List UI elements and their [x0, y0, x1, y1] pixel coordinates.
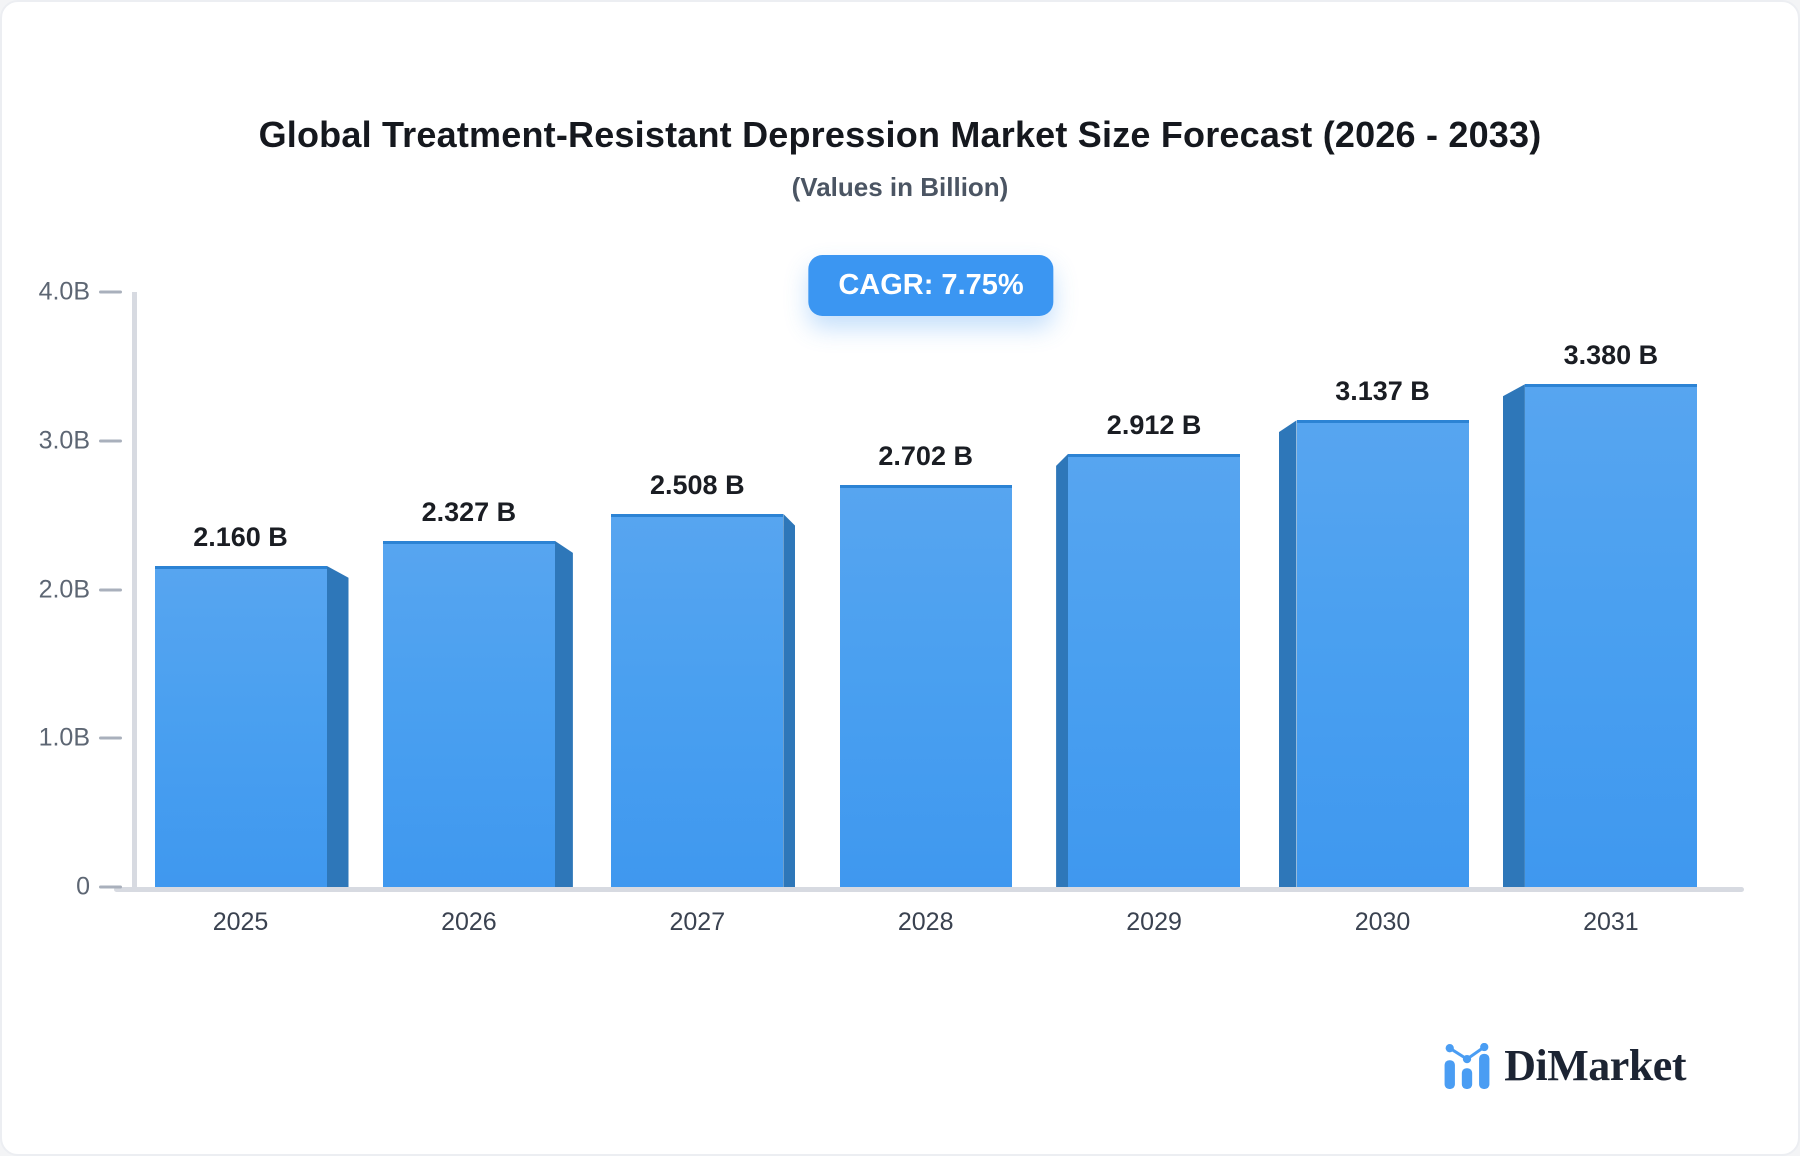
- bar-side-panel: [554, 540, 573, 887]
- y-tick-label: 0: [76, 872, 90, 901]
- x-axis-label: 2025: [212, 908, 269, 936]
- y-tick-dash: [99, 588, 122, 591]
- bar-2031[interactable]: 3.380 B: [1502, 340, 1697, 887]
- bar-face: [1524, 384, 1697, 887]
- x-axis-label: 2030: [1354, 908, 1411, 936]
- bar-2029[interactable]: 2.912 B: [1056, 410, 1241, 887]
- chart-title: Global Treatment-Resistant Depression Ma…: [258, 114, 1542, 155]
- bar-face: [382, 540, 555, 887]
- bar-2027[interactable]: 2.508 B: [611, 470, 796, 887]
- bar-2026[interactable]: 2.327 B: [382, 497, 573, 887]
- bar-value-label: 3.137 B: [1335, 376, 1430, 407]
- chart-subtitle: (Values in Billion): [791, 172, 1009, 202]
- bar-value-label: 2.327 B: [421, 496, 517, 527]
- brand-logo: DiMarket: [1444, 1040, 1686, 1091]
- bar-side-panel: [783, 513, 796, 887]
- x-axis-label: 2028: [897, 908, 954, 936]
- y-tick-dash: [99, 736, 122, 740]
- x-axis-label: 2029: [1126, 908, 1182, 936]
- bar-side-panel: [1278, 420, 1297, 887]
- y-tick-dash: [99, 885, 122, 889]
- bar-face: [839, 485, 1012, 887]
- y-tick-label: 1.0B: [38, 723, 90, 752]
- y-tick-label: 3.0B: [38, 426, 90, 455]
- brand-name: DiMarket: [1504, 1041, 1686, 1090]
- bar-value-label: 2.508 B: [650, 469, 745, 500]
- y-tick-label: 2.0B: [38, 575, 90, 603]
- y-axis-line: [132, 292, 137, 890]
- y-tick-dash: [99, 290, 122, 294]
- bar-2025[interactable]: 2.160 B: [154, 522, 349, 887]
- bar-2030[interactable]: 3.137 B: [1278, 376, 1469, 887]
- bar-face: [154, 565, 327, 887]
- bar-face: [1068, 453, 1241, 887]
- y-tick-dash: [99, 439, 122, 443]
- bar-face: [1296, 420, 1469, 887]
- x-axis-label: 2026: [441, 908, 497, 936]
- y-tick-label: 4.0B: [38, 277, 90, 306]
- bar-value-label: 2.912 B: [1106, 409, 1202, 440]
- x-axis-label: 2027: [669, 908, 726, 936]
- bar-side-panel: [1502, 384, 1525, 887]
- bar-side-panel: [326, 565, 349, 887]
- bar-side-panel: [1056, 453, 1069, 887]
- bar-value-label: 2.160 B: [193, 521, 288, 552]
- bar-value-label: 3.380 B: [1563, 340, 1659, 371]
- x-axis-line: [114, 887, 1744, 892]
- bar-value-label: 2.702 B: [878, 441, 973, 472]
- bar-face: [611, 513, 784, 887]
- x-axis-label: 2031: [1583, 908, 1639, 936]
- bar-2028[interactable]: 2.702 B: [839, 441, 1012, 887]
- brand-logo-icon: [1444, 1042, 1490, 1089]
- cagr-badge: CAGR: 7.75%: [808, 255, 1054, 316]
